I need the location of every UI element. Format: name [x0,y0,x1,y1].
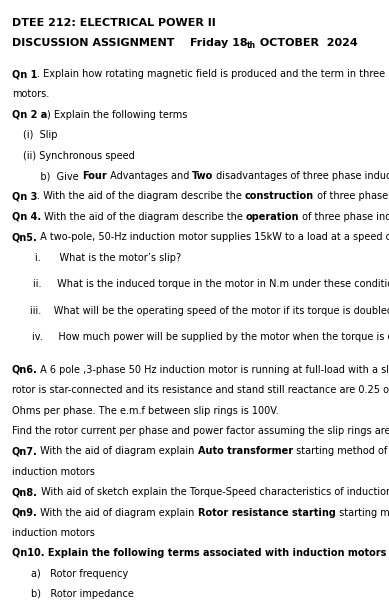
Text: ii.     What is the induced torque in the motor in N.m under these conditions?: ii. What is the induced torque in the mo… [33,279,389,289]
Text: of three phase induction motor.: of three phase induction motor. [299,212,389,222]
Text: . Explain how rotating magnetic field is produced and the term in three phase in: . Explain how rotating magnetic field is… [37,69,389,79]
Text: Auto transformer: Auto transformer [198,446,293,457]
Text: A two-pole, 50-Hz induction motor supplies 15kW to a load at a speed of 2950 rpm: A two-pole, 50-Hz induction motor suppli… [37,232,389,242]
Text: Qn 2 a: Qn 2 a [12,110,47,120]
Text: DTEE 212: ELECTRICAL POWER II: DTEE 212: ELECTRICAL POWER II [12,18,216,28]
Text: b)   Rotor impedance: b) Rotor impedance [31,589,134,599]
Text: With the aid of the diagram describe the: With the aid of the diagram describe the [41,212,246,222]
Text: Qn10. Explain the following terms associated with induction motors: Qn10. Explain the following terms associ… [12,548,386,559]
Text: Qn6.: Qn6. [12,365,37,375]
Text: Qn5.: Qn5. [12,232,37,242]
Text: ) Explain the following terms: ) Explain the following terms [47,110,187,120]
Text: Qn 1: Qn 1 [12,69,37,79]
Text: rotor is star-connected and its resistance and stand still reactance are 0.25 oh: rotor is star-connected and its resistan… [12,385,389,395]
Text: Two: Two [192,171,214,181]
Text: . With the aid of the diagram describe the: . With the aid of the diagram describe t… [37,191,245,202]
Text: starting method of starting: starting method of starting [293,446,389,457]
Text: Qn9.: Qn9. [12,508,37,518]
Text: OCTOBER  2024: OCTOBER 2024 [256,38,358,49]
Text: Ohms per phase. The e.m.f between slip rings is 100V.: Ohms per phase. The e.m.f between slip r… [12,406,278,416]
Text: disadvantages of three phase induction motors: disadvantages of three phase induction m… [214,171,389,181]
Text: DISCUSSION ASSIGNMENT    Friday 18: DISCUSSION ASSIGNMENT Friday 18 [12,38,247,49]
Text: a)   Rotor frequency: a) Rotor frequency [31,569,128,579]
Text: i.      What is the motor’s slip?: i. What is the motor’s slip? [35,253,181,263]
Text: Qn 4.: Qn 4. [12,212,41,222]
Text: (ii) Synchronous speed: (ii) Synchronous speed [23,151,135,161]
Text: of three phase induction motor.: of three phase induction motor. [314,191,389,202]
Text: Four: Four [82,171,107,181]
Text: A 6 pole ,3-phase 50 Hz induction motor is running at full-load with a slip of 4: A 6 pole ,3-phase 50 Hz induction motor … [37,365,389,375]
Text: Qn 3: Qn 3 [12,191,37,202]
Text: (i)  Slip: (i) Slip [23,130,58,140]
Text: Rotor resistance starting: Rotor resistance starting [198,508,336,518]
Text: Advantages and: Advantages and [107,171,192,181]
Text: b)  Give: b) Give [31,171,82,181]
Text: With aid of sketch explain the Torque-Speed characteristics of induction motor: With aid of sketch explain the Torque-Sp… [38,487,389,497]
Text: Find the rotor current per phase and power factor assuming the slip rings are sh: Find the rotor current per phase and pow… [12,426,389,436]
Text: th: th [247,41,256,50]
Text: construction: construction [245,191,314,202]
Text: Qn8.: Qn8. [12,487,38,497]
Text: operation: operation [246,212,299,222]
Text: induction motors: induction motors [12,528,95,538]
Text: starting method of starting: starting method of starting [336,508,389,518]
Text: With the aid of diagram explain: With the aid of diagram explain [37,508,198,518]
Text: iii.    What will be the operating speed of the motor if its torque is doubled?: iii. What will be the operating speed of… [30,305,389,316]
Text: Qn7.: Qn7. [12,446,37,457]
Text: With the aid of diagram explain: With the aid of diagram explain [37,446,198,457]
Text: iv.     How much power will be supplied by the motor when the torque is doubled?: iv. How much power will be supplied by t… [32,332,389,342]
Text: motors.: motors. [12,89,49,100]
Text: induction motors: induction motors [12,467,95,477]
